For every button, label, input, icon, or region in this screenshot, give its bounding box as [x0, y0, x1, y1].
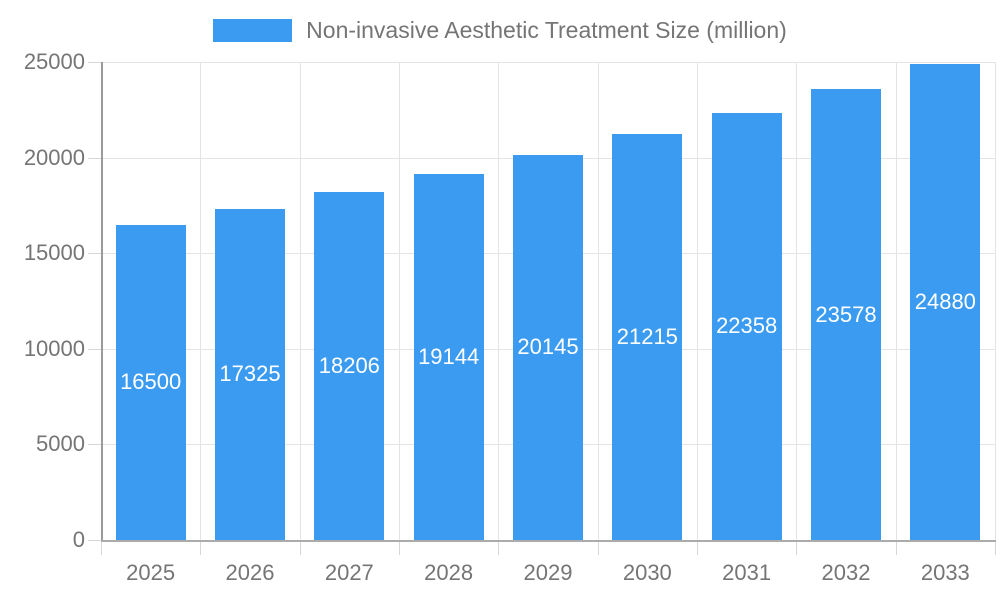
x-axis-category-label: 2029	[523, 560, 573, 585]
x-axis-tick	[895, 542, 897, 555]
x-axis-category-label: 2028	[424, 560, 474, 585]
bar-value-label: 17325	[219, 361, 281, 387]
x-axis-category-label: 2026	[225, 560, 275, 585]
y-axis-tick-label: 25000	[23, 49, 85, 74]
y-axis-tick-label: 15000	[23, 240, 85, 266]
x-axis-tick	[498, 542, 500, 555]
legend-label: Non-invasive Aesthetic Treatment Size (m…	[306, 17, 787, 43]
x-axis-tick	[299, 542, 301, 555]
bar-value-label: 23578	[815, 301, 877, 327]
bar-value-label: 20145	[517, 334, 579, 360]
x-axis-tick	[796, 542, 798, 555]
x-axis-category-label: 2032	[821, 560, 871, 585]
bar-2031[interactable]: 22358	[711, 112, 782, 540]
y-axis-line	[101, 62, 103, 540]
y-axis-tick-label: 5000	[36, 431, 85, 457]
x-gridline	[597, 62, 599, 540]
bar-2033[interactable]: 24880	[910, 64, 981, 540]
bar-2029[interactable]: 20145	[513, 154, 583, 540]
y-axis-tick	[88, 540, 101, 541]
x-gridline	[895, 62, 897, 540]
x-axis-tick	[399, 542, 400, 555]
legend[interactable]: Non-invasive Aesthetic Treatment Size (m…	[0, 17, 1000, 44]
bar-value-label: 16500	[120, 369, 182, 395]
x-axis-line	[101, 540, 996, 542]
y-axis-tick	[88, 62, 101, 63]
bar-value-label: 21215	[616, 324, 678, 350]
x-axis-tick	[697, 542, 698, 555]
x-gridline	[995, 62, 996, 540]
x-axis-tick	[200, 542, 202, 555]
x-gridline	[200, 62, 202, 540]
y-gridline	[101, 62, 995, 63]
legend-swatch	[213, 19, 293, 42]
bar-2032[interactable]: 23578	[811, 89, 881, 540]
y-axis-tick-label: 20000	[23, 144, 85, 170]
y-axis-tick	[88, 348, 101, 350]
x-axis-tick	[995, 542, 996, 555]
x-axis-category-label: 2031	[722, 560, 772, 585]
x-axis-tick	[597, 542, 599, 555]
x-axis-category-label: 2027	[324, 560, 374, 585]
x-axis-category-label: 2025	[126, 560, 176, 585]
bar-2027[interactable]: 18206	[314, 191, 385, 540]
y-axis-tick-label: 10000	[23, 335, 85, 361]
x-axis-category-label: 2030	[622, 560, 672, 585]
x-axis-category-label: 2033	[920, 560, 970, 585]
bar-value-label: 18206	[318, 352, 380, 378]
bar-2025[interactable]: 16500	[115, 224, 186, 540]
x-gridline	[697, 62, 698, 540]
x-gridline	[399, 62, 400, 540]
x-gridline	[299, 62, 301, 540]
y-axis-tick	[88, 444, 101, 446]
bar-value-label: 19144	[418, 343, 480, 369]
bar-2026[interactable]: 17325	[215, 208, 285, 540]
x-axis-tick	[101, 542, 102, 555]
y-axis-tick	[88, 157, 101, 159]
bar-2028[interactable]: 19144	[413, 173, 484, 540]
bar-value-label: 22358	[716, 313, 778, 339]
x-gridline	[498, 62, 500, 540]
y-axis-tick	[88, 253, 101, 255]
bar-2030[interactable]: 21215	[612, 134, 683, 540]
x-gridline	[796, 62, 798, 540]
y-axis-tick-label: 0	[72, 527, 85, 552]
bar-value-label: 24880	[914, 289, 976, 315]
